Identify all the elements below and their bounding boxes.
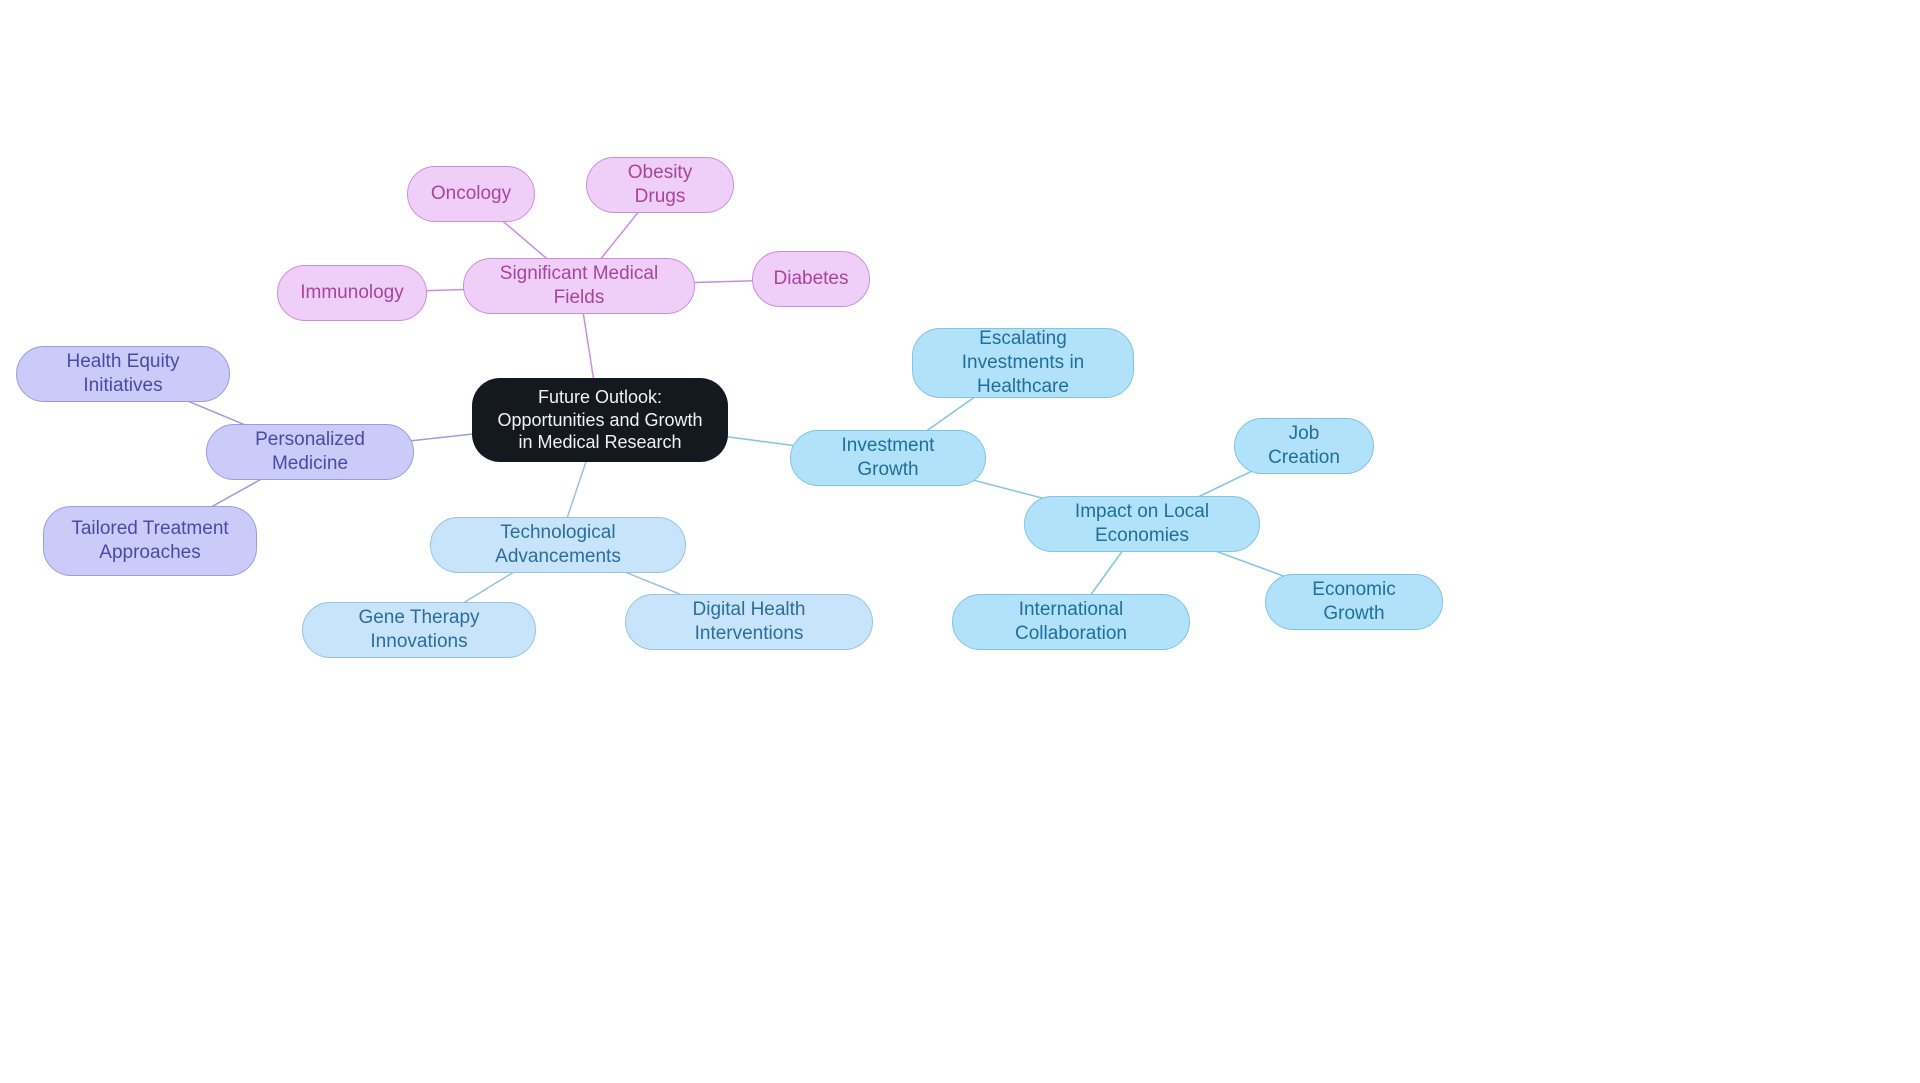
- node-escalating-label: Escalating Investments in Healthcare: [935, 327, 1111, 398]
- node-immunology-label: Immunology: [300, 281, 404, 305]
- branch-medical-fields: Significant Medical Fields: [463, 258, 695, 314]
- node-intl-collab-label: International Collaboration: [975, 598, 1167, 646]
- root-node: Future Outlook: Opportunities and Growth…: [472, 378, 728, 462]
- branch-investment: Investment Growth: [790, 430, 986, 486]
- branch-investment-label: Investment Growth: [813, 434, 963, 482]
- node-job-creation-label: Job Creation: [1257, 422, 1351, 470]
- node-tailored-label: Tailored Treatment Approaches: [66, 517, 234, 565]
- node-obesity: Obesity Drugs: [586, 157, 734, 213]
- node-escalating: Escalating Investments in Healthcare: [912, 328, 1134, 398]
- node-gene-therapy: Gene Therapy Innovations: [302, 602, 536, 658]
- node-econ-growth-label: Economic Growth: [1288, 578, 1420, 626]
- branch-personalized-label: Personalized Medicine: [229, 428, 391, 476]
- node-digital-health-label: Digital Health Interventions: [648, 598, 850, 646]
- branch-medical-fields-label: Significant Medical Fields: [486, 262, 672, 310]
- node-health-equity-label: Health Equity Initiatives: [39, 350, 207, 398]
- node-health-equity: Health Equity Initiatives: [16, 346, 230, 402]
- node-local-econ: Impact on Local Economies: [1024, 496, 1260, 552]
- node-econ-growth: Economic Growth: [1265, 574, 1443, 630]
- node-digital-health: Digital Health Interventions: [625, 594, 873, 650]
- root-node-label: Future Outlook: Opportunities and Growth…: [494, 386, 706, 454]
- branch-personalized: Personalized Medicine: [206, 424, 414, 480]
- edges-layer: [0, 0, 1920, 1083]
- node-oncology-label: Oncology: [431, 182, 511, 206]
- node-gene-therapy-label: Gene Therapy Innovations: [325, 606, 513, 654]
- node-diabetes-label: Diabetes: [774, 267, 849, 291]
- node-obesity-label: Obesity Drugs: [609, 161, 711, 209]
- node-intl-collab: International Collaboration: [952, 594, 1190, 650]
- node-immunology: Immunology: [277, 265, 427, 321]
- node-oncology: Oncology: [407, 166, 535, 222]
- node-tailored: Tailored Treatment Approaches: [43, 506, 257, 576]
- node-job-creation: Job Creation: [1234, 418, 1374, 474]
- node-local-econ-label: Impact on Local Economies: [1047, 500, 1237, 548]
- node-diabetes: Diabetes: [752, 251, 870, 307]
- branch-tech-adv-label: Technological Advancements: [453, 521, 663, 569]
- branch-tech-adv: Technological Advancements: [430, 517, 686, 573]
